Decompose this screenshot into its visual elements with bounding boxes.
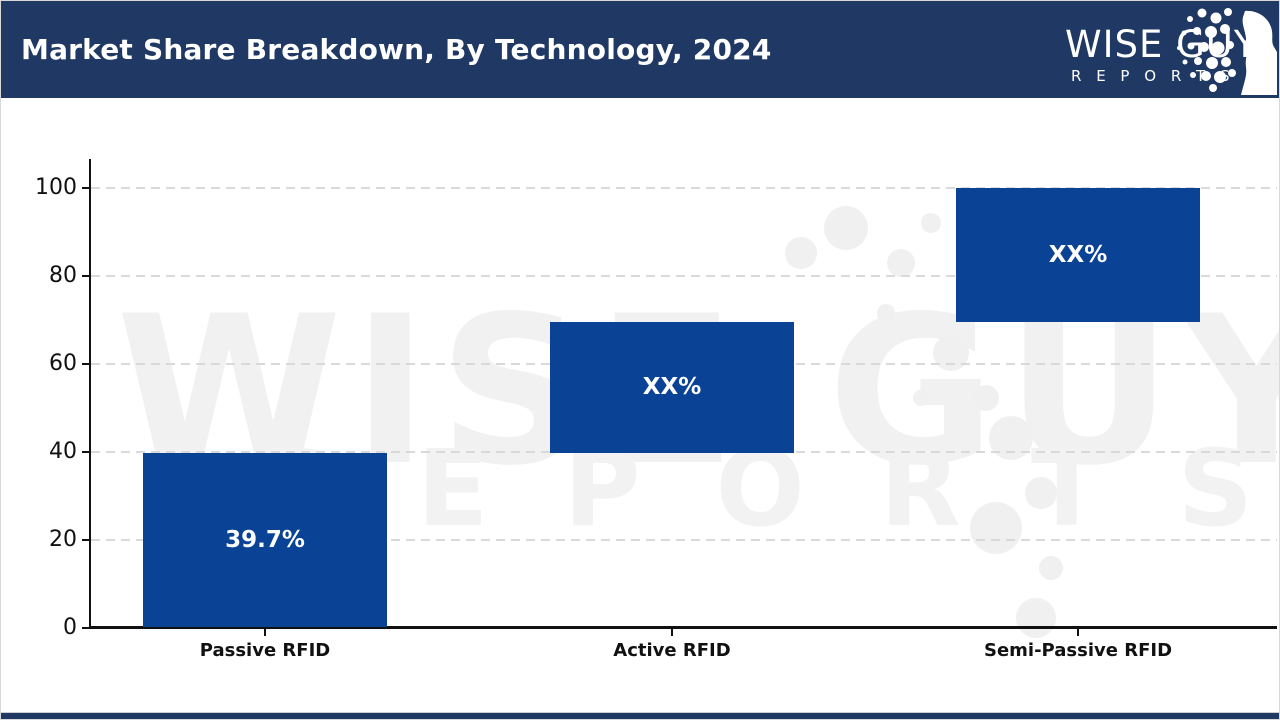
x-tick-0 <box>264 629 266 636</box>
y-tick-label-20: 20 <box>49 526 77 552</box>
bar-value-label: 39.7% <box>225 527 305 554</box>
logo-subtext: R E P O R T S <box>1071 67 1234 85</box>
y-tick-100 <box>82 186 90 189</box>
bar-passive-rfid: 39.7% <box>143 452 387 628</box>
y-tick-label-100: 100 <box>35 174 77 200</box>
y-tick-label-0: 0 <box>63 614 77 640</box>
x-tick-2 <box>1077 629 1079 636</box>
bar-value-label: XX% <box>1048 241 1108 268</box>
bar-active-rfid: XX% <box>550 321 794 453</box>
gridline-20 <box>91 538 1277 541</box>
x-tick-1 <box>671 629 673 636</box>
y-tick-0 <box>82 626 90 629</box>
page-title: Market Share Breakdown, By Technology, 2… <box>21 33 772 66</box>
y-tick-40 <box>82 450 90 453</box>
x-axis <box>89 626 1277 629</box>
y-tick-80 <box>82 274 90 277</box>
footer-bar <box>1 713 1279 719</box>
footer-divider <box>1 712 1279 713</box>
y-tick-label-40: 40 <box>49 438 77 464</box>
y-tick-label-80: 80 <box>49 262 77 288</box>
header-bar: Market Share Breakdown, By Technology, 2… <box>1 1 1279 98</box>
gridline-80 <box>91 274 1277 277</box>
category-label-active-rfid: Active RFID <box>613 640 731 661</box>
face-profile-icon <box>1241 10 1277 95</box>
logo-dot-pattern <box>1177 8 1236 92</box>
y-tick-20 <box>82 538 90 541</box>
y-axis <box>89 159 91 628</box>
y-tick-60 <box>82 362 90 365</box>
gridline-100 <box>91 186 1277 189</box>
category-label-passive-rfid: Passive RFID <box>199 640 331 661</box>
bar-semi-passive-rfid: XX% <box>956 187 1200 322</box>
y-tick-label-60: 60 <box>49 350 77 376</box>
bar-value-label: XX% <box>642 374 702 401</box>
wise-guy-reports-logo: WISE GUY R E P O R T S <box>1065 8 1277 95</box>
category-label-semi-passive-rfid: Semi-Passive RFID <box>983 640 1173 661</box>
